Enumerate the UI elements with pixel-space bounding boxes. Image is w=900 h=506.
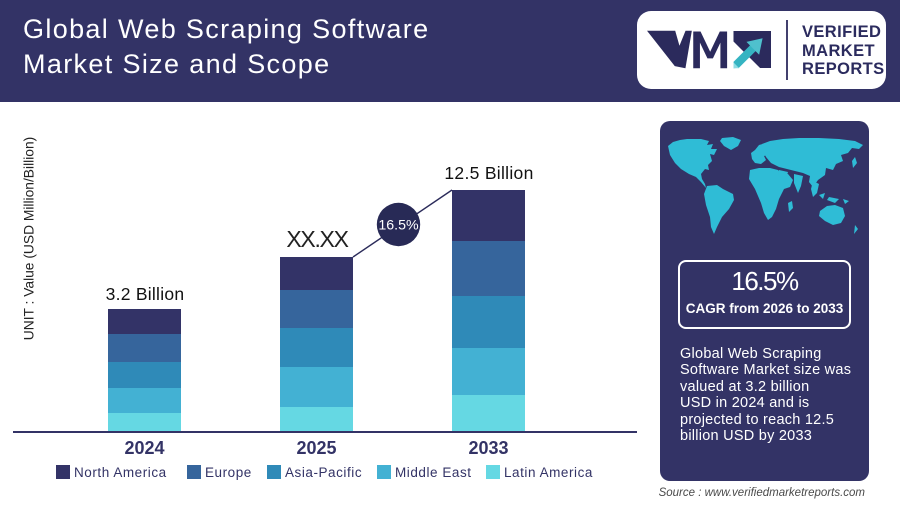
svg-text:16.5%: 16.5% xyxy=(378,218,419,234)
